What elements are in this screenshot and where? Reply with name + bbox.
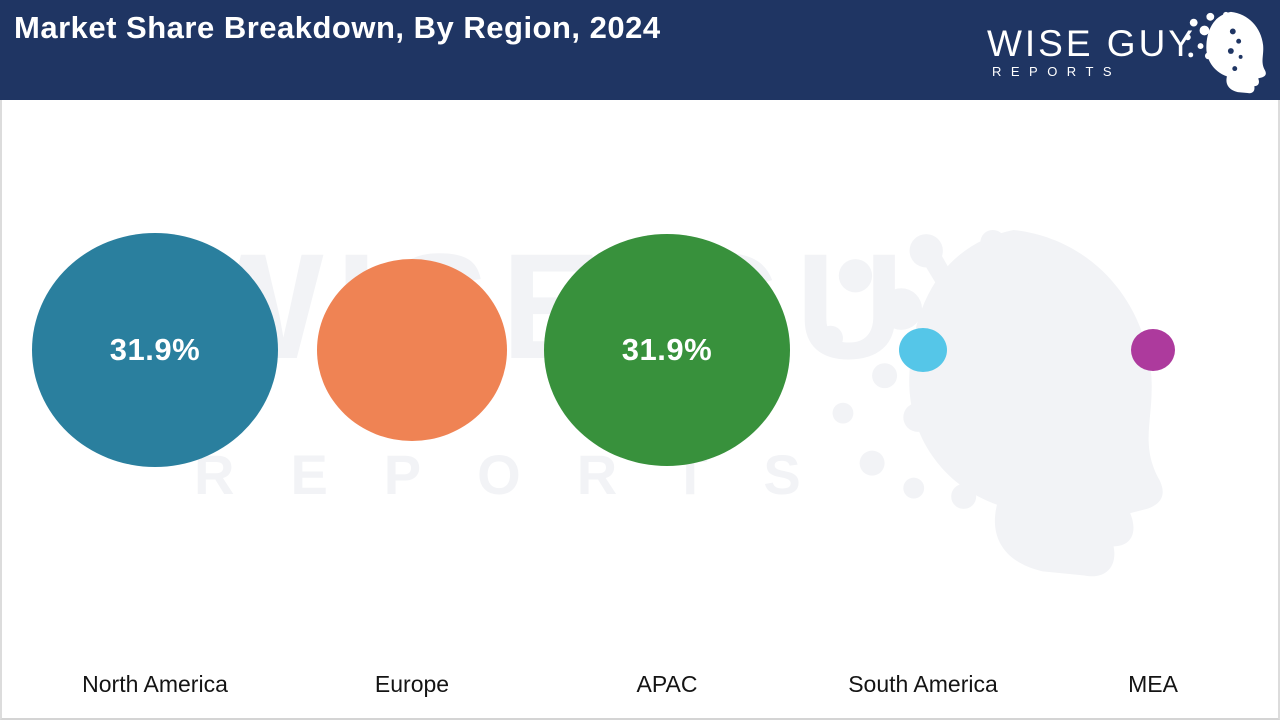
bubble-europe xyxy=(317,259,507,441)
logo-line2: REPORTS xyxy=(991,63,1122,79)
region-label-north-america: North America xyxy=(82,671,228,697)
region-label-south-america: South America xyxy=(848,671,998,697)
bubble-north-america: 31.9% xyxy=(32,233,278,467)
watermark-head-profile xyxy=(817,229,1163,577)
wise-guy-reports-logo: WISE GUY REPORTS xyxy=(987,6,1268,96)
bubble-value-apac: 31.9% xyxy=(621,332,713,367)
header-bar: Market Share Breakdown, By Region, 2024 … xyxy=(0,0,1280,100)
bubble-value-north-america: 31.9% xyxy=(109,332,201,367)
bubble-chart: WISE GUY REPORTS 31.9%North AmericaEurop… xyxy=(0,100,1280,720)
region-label-apac: APAC xyxy=(636,671,698,697)
bubble-south-america xyxy=(899,328,947,372)
bubble-mea xyxy=(1131,329,1175,371)
head-profile-icon xyxy=(1184,11,1266,94)
watermark-wordmark-line2: REPORTS xyxy=(194,443,857,506)
logo-wordmark: WISE GUY REPORTS xyxy=(986,22,1196,79)
logo-line1: WISE GUY xyxy=(986,22,1196,64)
region-label-europe: Europe xyxy=(374,671,450,697)
page-title: Market Share Breakdown, By Region, 2024 xyxy=(14,10,661,45)
bubble-apac: 31.9% xyxy=(544,234,790,466)
region-label-mea: MEA xyxy=(1128,671,1178,697)
